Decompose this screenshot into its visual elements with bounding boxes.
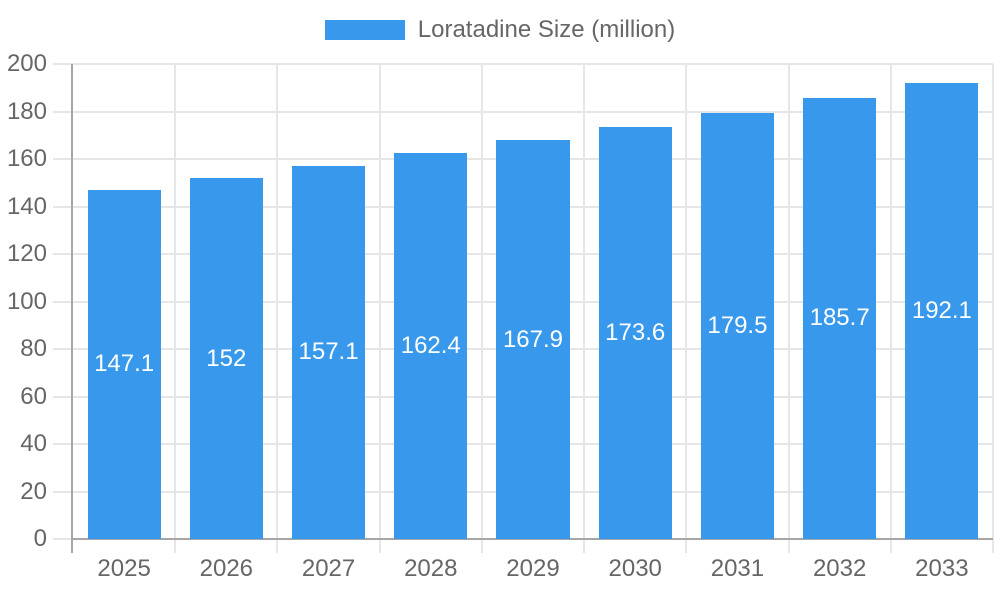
y-axis-tick (53, 443, 73, 445)
legend-item[interactable]: Loratadine Size (million) (0, 16, 1000, 44)
y-axis-label: 120 (6, 240, 47, 267)
y-axis-label: 0 (33, 525, 47, 552)
x-axis-tick (889, 539, 892, 553)
x-axis-label: 2032 (812, 555, 867, 582)
x-axis-label: 2033 (915, 555, 969, 582)
bar-value-label: 185.7 (809, 304, 870, 332)
bar: 192.1 (905, 82, 979, 539)
bar: 152 (189, 178, 263, 539)
x-axis-tick (378, 539, 381, 553)
y-axis-label: 40 (20, 430, 47, 457)
x-axis-label: 2026 (199, 555, 254, 582)
x-axis-tick (480, 539, 483, 553)
x-axis-label: 2027 (301, 555, 356, 582)
y-axis-tick (53, 490, 73, 493)
x-axis-tick (583, 539, 586, 553)
x-axis-tick (787, 539, 790, 553)
x-axis-tick (174, 539, 177, 553)
bar: 157.1 (292, 165, 366, 539)
y-axis-tick (53, 253, 73, 255)
y-axis-label: 140 (6, 192, 47, 220)
bar: 147.1 (87, 189, 161, 539)
x-axis-label: 2025 (97, 555, 151, 582)
y-axis-label: 20 (20, 477, 47, 505)
y-axis-tick (53, 110, 73, 113)
bar-value-label: 179.5 (707, 311, 768, 339)
y-axis-line (71, 64, 73, 553)
y-axis-tick (53, 348, 73, 350)
y-axis-tick (53, 63, 73, 65)
gridline-vertical (276, 64, 279, 539)
bar-value-label: 162.4 (400, 332, 461, 360)
gridline-horizontal (73, 110, 993, 113)
y-axis-tick (53, 300, 73, 303)
bar-value-label: 147.1 (94, 350, 155, 378)
bar-value-label: 157.1 (298, 338, 359, 366)
y-axis-label: 60 (20, 382, 47, 410)
bar: 173.6 (598, 126, 672, 539)
x-axis-label: 2028 (404, 555, 458, 582)
y-axis-tick (53, 538, 73, 540)
x-axis-tick (992, 539, 994, 553)
legend-label: Loratadine Size (million) (417, 16, 676, 43)
gridline-vertical (480, 64, 483, 539)
gridline-vertical (787, 64, 790, 539)
gridline-horizontal (73, 63, 993, 65)
bar-value-label: 173.6 (605, 318, 666, 346)
bar: 162.4 (394, 153, 468, 539)
x-axis-tick (685, 539, 688, 553)
bar: 179.5 (700, 112, 774, 539)
bar: 185.7 (803, 97, 877, 539)
y-axis-label: 180 (6, 97, 47, 125)
bar-value-label: 167.9 (502, 325, 564, 353)
bar-value-label: 192.1 (911, 296, 972, 324)
y-axis-tick (53, 158, 73, 160)
x-axis-label: 2029 (506, 555, 560, 582)
bar: 167.9 (496, 140, 570, 539)
y-axis-label: 200 (6, 50, 47, 77)
y-axis-label: 100 (6, 287, 47, 315)
x-axis-label: 2030 (608, 555, 662, 582)
y-axis-tick (53, 205, 73, 208)
gridline-vertical (583, 64, 586, 539)
y-axis-tick (53, 395, 73, 398)
y-axis-label: 160 (6, 145, 47, 172)
bar-value-label: 152 (206, 344, 247, 372)
gridline-vertical (992, 64, 994, 539)
gridline-vertical (889, 64, 892, 539)
x-axis-label: 2031 (710, 555, 765, 582)
x-axis-line (71, 538, 993, 540)
y-axis-label: 80 (20, 335, 47, 362)
gridline-vertical (685, 64, 688, 539)
gridline-vertical (174, 64, 177, 539)
gridline-vertical (378, 64, 381, 539)
x-axis-tick (276, 539, 279, 553)
legend-swatch (324, 20, 405, 40)
